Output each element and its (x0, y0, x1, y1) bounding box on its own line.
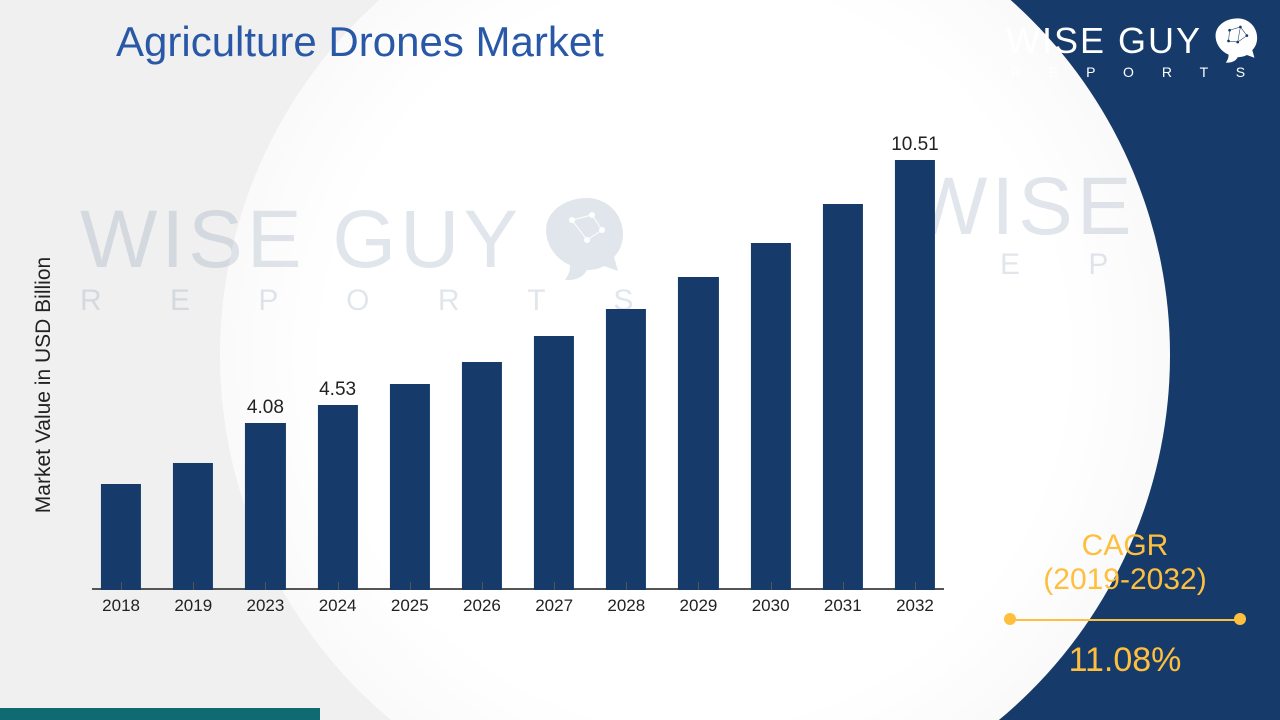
bar-column (168, 140, 218, 590)
cagr-percent: 11.08% (990, 641, 1260, 680)
x-tick-label: 2031 (818, 590, 868, 630)
bar (245, 423, 285, 590)
x-tick (554, 582, 555, 590)
x-tick-label: 2023 (240, 590, 290, 630)
bar (678, 277, 718, 590)
y-axis-label: Market Value in USD Billion (32, 257, 56, 513)
x-tick (121, 582, 122, 590)
x-tick-label: 2025 (385, 590, 435, 630)
bar (173, 463, 213, 590)
bar (534, 336, 574, 590)
bar-column (818, 140, 868, 590)
cagr-years: (2019-2032) (990, 563, 1260, 597)
x-tick (915, 582, 916, 590)
page: WISE GUY R E P O R T S WISE GUY R E P O … (0, 0, 1280, 720)
cagr-block: CAGR (2019-2032) 11.08% (990, 529, 1260, 680)
x-tick-label: 2032 (890, 590, 940, 630)
x-tick (626, 582, 627, 590)
bar-column (385, 140, 435, 590)
x-tick (338, 582, 339, 590)
plot-area: 4.08 4.53 10.51 (92, 140, 944, 590)
x-tick-label: 2019 (168, 590, 218, 630)
x-tick-label: 2027 (529, 590, 579, 630)
x-tick (843, 582, 844, 590)
head-icon (1208, 14, 1262, 68)
cagr-line (1010, 619, 1240, 621)
x-labels: 2018 2019 2023 2024 2025 2026 2027 2028 2029 2030… (92, 590, 944, 630)
x-tick (265, 582, 266, 590)
x-tick-label: 2024 (313, 590, 363, 630)
x-tick (410, 582, 411, 590)
x-tick (193, 582, 194, 590)
x-tick (771, 582, 772, 590)
bar (823, 204, 863, 590)
x-tick (482, 582, 483, 590)
bar (101, 484, 141, 590)
bar (606, 309, 646, 590)
bar-column (746, 140, 796, 590)
chart-title: Agriculture Drones Market (116, 18, 604, 66)
bar-value-label: 4.53 (319, 379, 356, 401)
bars-container: 4.08 4.53 10.51 (92, 140, 944, 590)
bar-column (601, 140, 651, 590)
x-tick-label: 2026 (457, 590, 507, 630)
cagr-label: CAGR (990, 529, 1260, 563)
bar-column (529, 140, 579, 590)
bar-value-label: 4.08 (247, 397, 284, 419)
bar (751, 243, 791, 590)
bar-column: 4.53 (313, 140, 363, 590)
dot-icon (1004, 613, 1016, 625)
bar (390, 384, 430, 590)
bottom-accent-bar (0, 708, 320, 720)
bar-column (96, 140, 146, 590)
x-tick-label: 2030 (746, 590, 796, 630)
cagr-separator (1010, 607, 1240, 631)
bar-value-label: 10.51 (891, 134, 939, 156)
brand-logo: WISE GUY R E P O R T S (1006, 14, 1262, 80)
x-tick-label: 2028 (601, 590, 651, 630)
dot-icon (1234, 613, 1246, 625)
bar-column (457, 140, 507, 590)
bar (462, 362, 502, 590)
bar-chart: Market Value in USD Billion 4.084.5310.5… (44, 140, 944, 630)
logo-text: WISE GUY (1006, 20, 1202, 62)
x-tick-label: 2018 (96, 590, 146, 630)
bar (318, 405, 358, 590)
bar-column (673, 140, 723, 590)
x-tick (698, 582, 699, 590)
bar-column: 10.51 (890, 140, 940, 590)
bar (895, 160, 935, 590)
x-tick-label: 2029 (673, 590, 723, 630)
bar-column: 4.08 (240, 140, 290, 590)
